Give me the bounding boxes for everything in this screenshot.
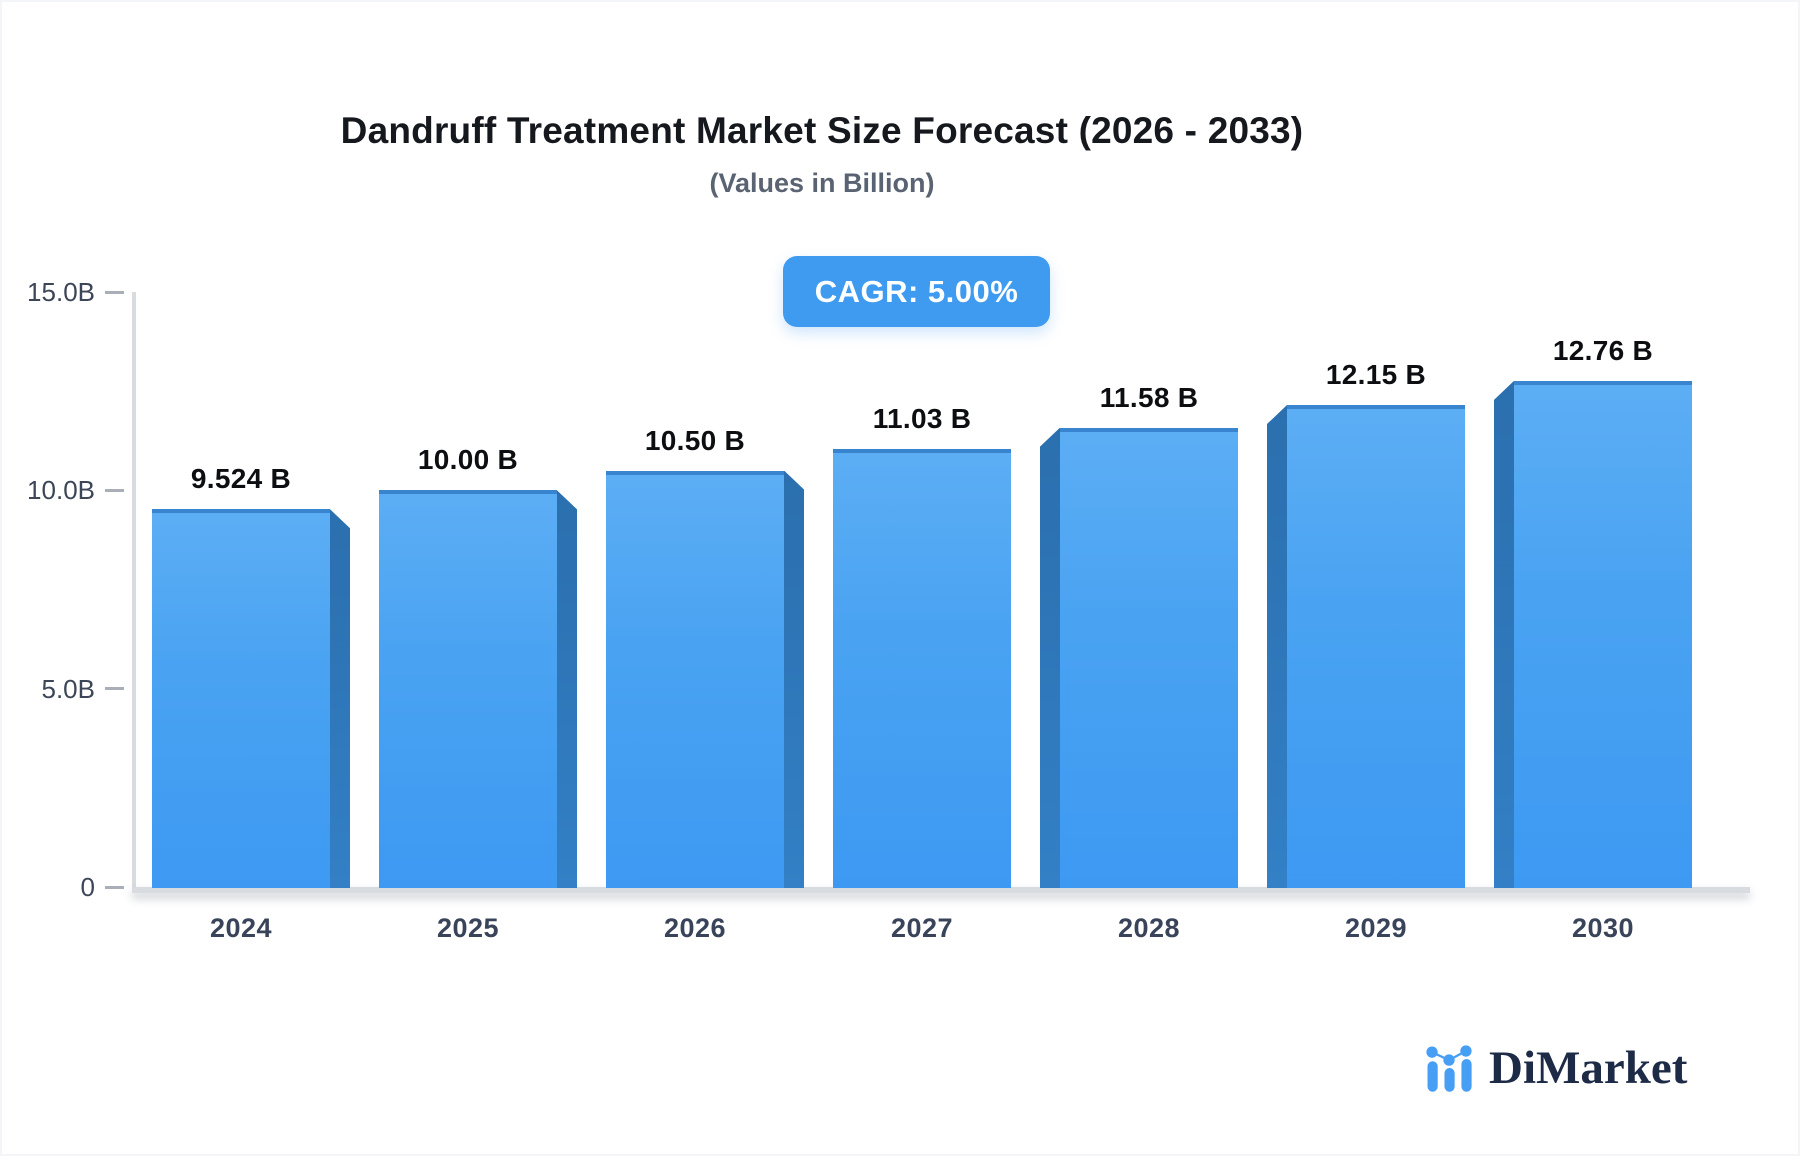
- bar-2026[interactable]: [606, 470, 784, 888]
- page-subtitle: (Values in Billion): [709, 168, 935, 198]
- bar-value-label: 11.58 B: [1099, 381, 1199, 413]
- bar-side-face-2030: [1494, 380, 1514, 888]
- cagr-badge: CAGR: 5.00%: [783, 256, 1050, 327]
- bar-value-label: 10.00 B: [417, 444, 519, 476]
- bar-2027[interactable]: [833, 449, 1011, 888]
- brand-logo-text: DiMarket: [1489, 1042, 1688, 1094]
- bar-value-label: 9.524 B: [190, 463, 292, 495]
- brand-logo: DiMarket: [1423, 1042, 1687, 1099]
- y-tick-label: 0: [80, 872, 95, 902]
- y-tick-label: 15.0B: [27, 277, 95, 307]
- bar-2028[interactable]: [1060, 427, 1238, 888]
- bar-2024[interactable]: [152, 509, 330, 888]
- bar-2025[interactable]: [379, 490, 557, 888]
- y-tick-mark: [105, 687, 124, 691]
- page-title: Dandruff Treatment Market Size Forecast …: [340, 110, 1304, 151]
- bar-side-face-2026: [784, 470, 804, 888]
- x-tick-label: 2025: [436, 913, 500, 943]
- bar-side-face-2029: [1267, 405, 1287, 888]
- y-tick-mark: [105, 290, 124, 294]
- bar-value-label: 11.03 B: [872, 403, 972, 435]
- mini-bar-chart-icon: [1423, 1042, 1475, 1099]
- bar-side-face-2024: [330, 509, 350, 888]
- y-tick-label: 5.0B: [41, 673, 96, 704]
- x-tick-label: 2024: [209, 913, 273, 943]
- y-tick-mark: [105, 488, 124, 492]
- x-tick-label: 2028: [1117, 913, 1181, 943]
- bar-value-label: 10.50 B: [644, 424, 746, 456]
- bar-value-label: 12.76 B: [1552, 334, 1654, 366]
- y-tick-label: 10.0B: [27, 475, 95, 506]
- x-tick-label: 2027: [890, 913, 954, 943]
- bar-side-face-2028: [1040, 427, 1060, 888]
- bar-side-face-2025: [557, 490, 577, 888]
- x-tick-label: 2029: [1344, 913, 1408, 943]
- x-tick-label: 2030: [1571, 913, 1635, 943]
- bar-2030[interactable]: [1514, 380, 1692, 888]
- x-axis-line: [132, 887, 1750, 893]
- y-axis-line: [132, 292, 136, 893]
- bar-2029[interactable]: [1287, 405, 1465, 888]
- y-tick-mark: [105, 885, 124, 889]
- bar-value-label: 12.15 B: [1325, 359, 1427, 391]
- x-tick-label: 2026: [663, 913, 727, 943]
